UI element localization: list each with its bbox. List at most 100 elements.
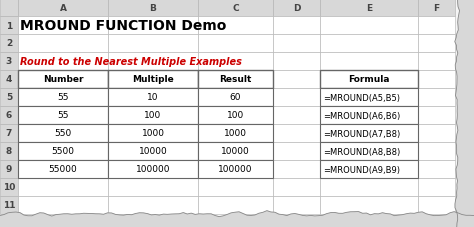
- Text: Result: Result: [219, 75, 252, 84]
- Bar: [198, 160, 273, 178]
- Bar: [198, 35, 273, 53]
- Text: 100: 100: [227, 111, 244, 120]
- Text: =MROUND(A9,B9): =MROUND(A9,B9): [323, 165, 400, 174]
- Bar: [18, 53, 108, 71]
- Text: 10: 10: [3, 183, 15, 192]
- Bar: [320, 106, 418, 124]
- Bar: [108, 89, 198, 106]
- Bar: [18, 71, 108, 89]
- Bar: [418, 142, 455, 160]
- Bar: [198, 196, 273, 214]
- Text: 10000: 10000: [138, 147, 167, 156]
- Bar: [108, 71, 198, 89]
- Text: 2: 2: [6, 39, 12, 48]
- Bar: [108, 0, 198, 17]
- Bar: [198, 106, 273, 124]
- Bar: [18, 160, 108, 178]
- Bar: [418, 17, 455, 35]
- Bar: [108, 124, 198, 142]
- Text: 1000: 1000: [142, 129, 164, 138]
- Bar: [108, 17, 198, 35]
- Text: =MROUND(A7,B8): =MROUND(A7,B8): [323, 129, 400, 138]
- Bar: [108, 160, 198, 178]
- Bar: [18, 124, 108, 142]
- Bar: [198, 17, 273, 35]
- Text: 55: 55: [57, 111, 69, 120]
- Bar: [108, 160, 198, 178]
- Bar: [320, 35, 418, 53]
- Bar: [108, 142, 198, 160]
- Text: Multiple: Multiple: [132, 75, 174, 84]
- Bar: [198, 71, 273, 89]
- Bar: [418, 106, 455, 124]
- Bar: [108, 196, 198, 214]
- Bar: [320, 196, 418, 214]
- Bar: [418, 0, 455, 17]
- Bar: [108, 106, 198, 124]
- Text: 1: 1: [6, 21, 12, 30]
- Text: 4: 4: [6, 75, 12, 84]
- Bar: [108, 71, 198, 89]
- Bar: [198, 124, 273, 142]
- Text: E: E: [366, 4, 372, 13]
- Bar: [198, 89, 273, 106]
- Text: 55: 55: [57, 93, 69, 102]
- Bar: [0, 89, 18, 106]
- Bar: [320, 106, 418, 124]
- Bar: [418, 124, 455, 142]
- Text: D: D: [293, 4, 300, 13]
- Text: C: C: [232, 4, 239, 13]
- Bar: [320, 160, 418, 178]
- Bar: [198, 160, 273, 178]
- Text: 10: 10: [147, 93, 159, 102]
- Bar: [273, 142, 320, 160]
- Bar: [0, 0, 18, 17]
- Text: 100000: 100000: [136, 165, 170, 174]
- Text: 55000: 55000: [49, 165, 77, 174]
- Bar: [108, 106, 198, 124]
- Bar: [18, 196, 108, 214]
- Bar: [0, 142, 18, 160]
- Bar: [18, 71, 108, 89]
- Text: 10000: 10000: [221, 147, 250, 156]
- Bar: [18, 0, 108, 17]
- Bar: [198, 106, 273, 124]
- Bar: [320, 0, 418, 17]
- Bar: [418, 196, 455, 214]
- Bar: [320, 89, 418, 106]
- Bar: [0, 53, 18, 71]
- Bar: [18, 106, 108, 124]
- Bar: [273, 71, 320, 89]
- Text: =MROUND(A8,B8): =MROUND(A8,B8): [323, 147, 400, 156]
- Bar: [320, 71, 418, 89]
- Text: F: F: [433, 4, 439, 13]
- Bar: [108, 35, 198, 53]
- Bar: [18, 142, 108, 160]
- Text: 5: 5: [6, 93, 12, 102]
- Bar: [18, 124, 108, 142]
- Bar: [418, 35, 455, 53]
- Bar: [0, 124, 18, 142]
- Bar: [198, 142, 273, 160]
- Bar: [418, 178, 455, 196]
- Bar: [418, 71, 455, 89]
- Bar: [273, 160, 320, 178]
- Bar: [273, 196, 320, 214]
- Bar: [320, 124, 418, 142]
- Bar: [0, 178, 18, 196]
- Bar: [273, 0, 320, 17]
- Bar: [273, 124, 320, 142]
- Bar: [18, 142, 108, 160]
- Text: MROUND FUNCTION Demo: MROUND FUNCTION Demo: [20, 19, 227, 33]
- Text: 100000: 100000: [218, 165, 253, 174]
- Bar: [0, 160, 18, 178]
- Text: 8: 8: [6, 147, 12, 156]
- Bar: [198, 0, 273, 17]
- Text: 7: 7: [6, 129, 12, 138]
- Bar: [418, 53, 455, 71]
- Bar: [0, 106, 18, 124]
- Text: B: B: [150, 4, 156, 13]
- Bar: [108, 142, 198, 160]
- Text: 6: 6: [6, 111, 12, 120]
- Bar: [198, 142, 273, 160]
